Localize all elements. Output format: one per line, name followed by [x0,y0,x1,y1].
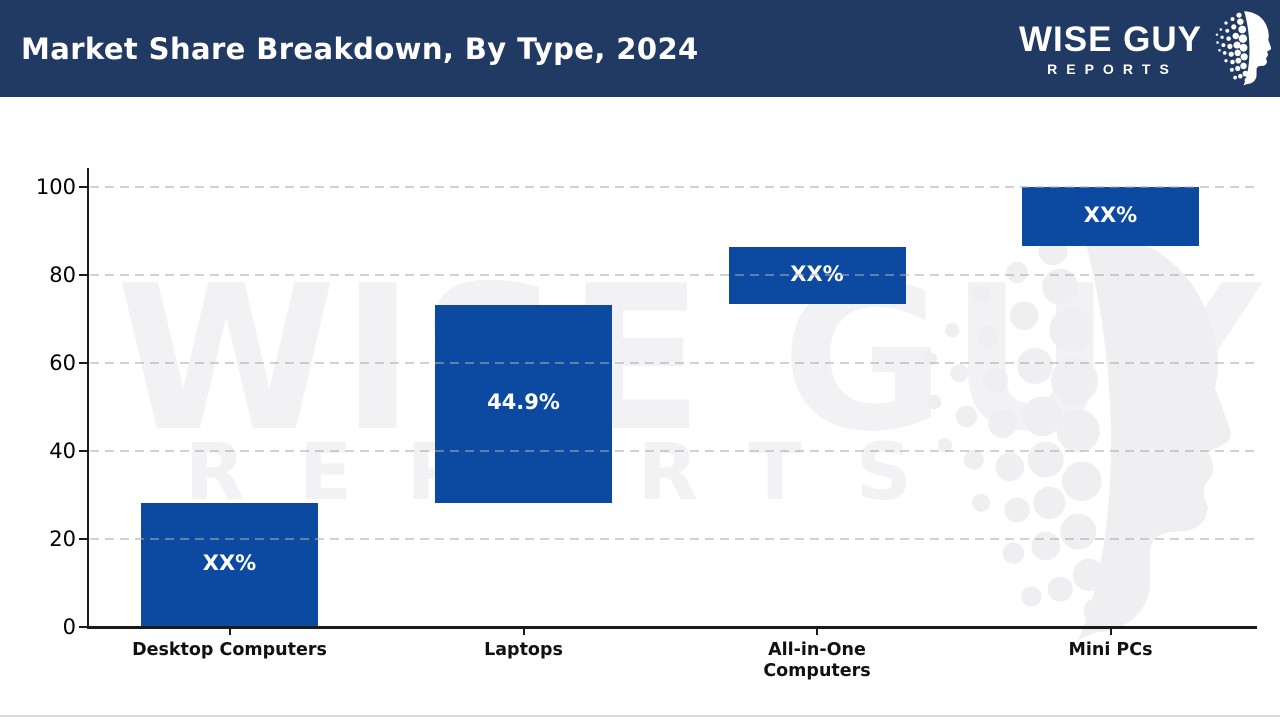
brand-logo: WISE GUY REPORTS [1019,6,1272,92]
header: Market Share Breakdown, By Type, 2024 WI… [0,0,1280,97]
gridline [90,538,1256,540]
gridline [90,186,1256,188]
bar-value-label: 44.9% [487,390,560,415]
y-tick-label: 60 [49,351,76,375]
page-title: Market Share Breakdown, By Type, 2024 [21,31,699,66]
gridline [90,450,1256,452]
watermark-head-logo-icon [872,222,1234,654]
y-tick-mark [79,274,87,276]
category-label: Desktop Computers [132,640,327,660]
y-tick-mark [79,450,87,452]
y-tick-mark [79,626,87,628]
x-tick-mark [1109,627,1112,635]
y-tick-label: 80 [49,263,76,287]
brand-logo-text: WISE GUY REPORTS [1018,19,1202,77]
brand-name: WISE GUY [1018,19,1202,59]
bar: XX% [1022,187,1199,247]
y-tick-label: 100 [35,175,76,199]
y-tick-mark [79,362,87,364]
gridline [90,274,1256,276]
bar-value-label: XX% [1083,202,1138,227]
y-tick-mark [79,186,87,188]
y-tick-mark [79,538,87,540]
x-tick-mark [816,627,818,635]
x-tick-mark [228,627,231,635]
bar-value-label: XX% [202,550,257,575]
y-axis [86,168,89,628]
category-label: Mini PCs [1068,640,1153,660]
x-axis [86,625,1257,629]
y-tick-label: 0 [62,615,76,639]
gridline [90,362,1256,364]
brand-head-icon [1206,10,1272,88]
y-tick-label: 40 [49,439,76,463]
bar: 44.9% [435,305,612,503]
y-tick-label: 20 [49,527,76,551]
brand-subtitle: REPORTS [1047,60,1178,77]
category-label: All-in-One Computers [763,640,871,681]
bar: XX% [141,502,318,627]
x-tick-mark [522,627,525,635]
category-label: Laptops [484,640,563,660]
bottom-border [0,715,1280,717]
bar-value-label: XX% [790,261,844,286]
